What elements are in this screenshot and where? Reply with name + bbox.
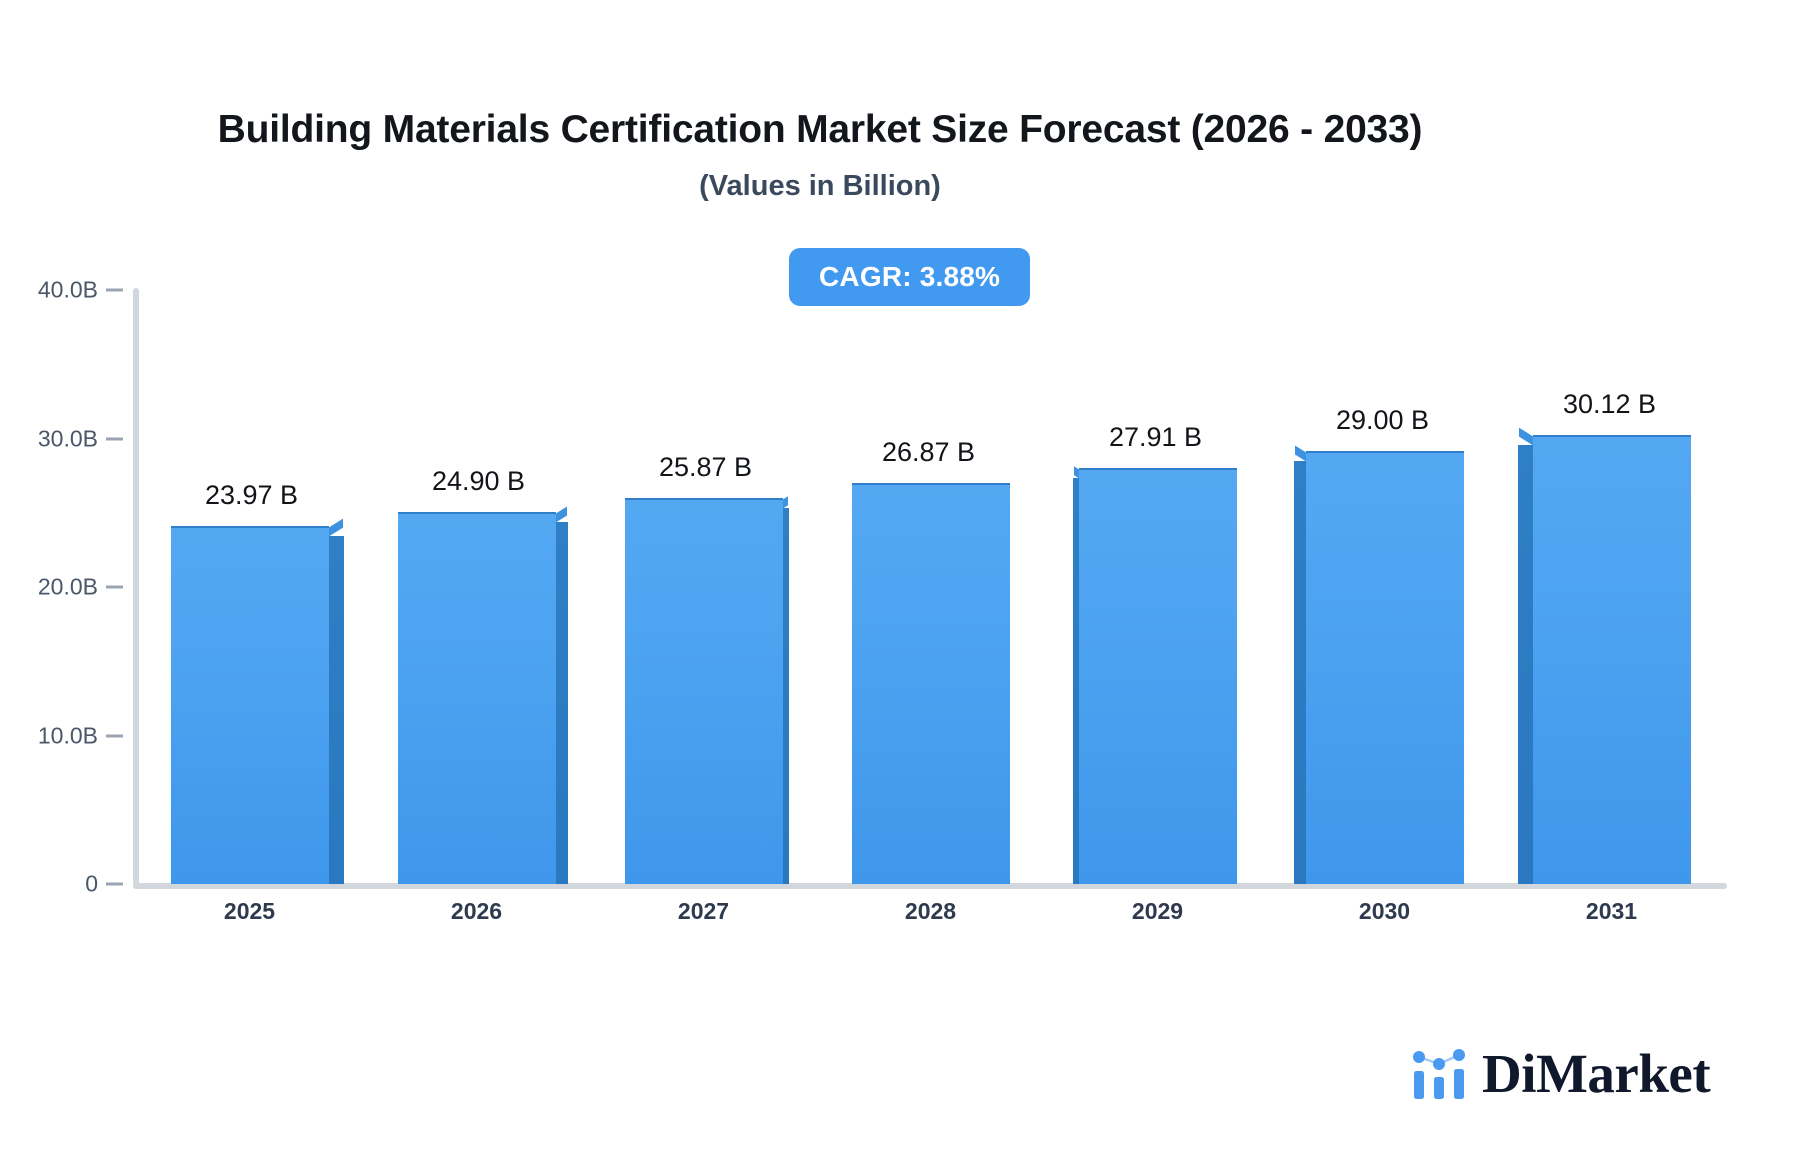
bar-value-label: 27.91 B xyxy=(1108,421,1203,452)
bar-value-label: 26.87 B xyxy=(881,436,976,467)
x-tick-label-2028: 2028 xyxy=(904,898,957,924)
bar-front-face xyxy=(1078,467,1237,884)
y-tick-mark xyxy=(106,585,123,589)
bar-side-face xyxy=(1293,461,1306,884)
bar-value-label: 25.87 B xyxy=(658,451,753,482)
bar-top-face xyxy=(1518,427,1534,446)
x-axis-line xyxy=(133,883,1727,889)
y-tick-label: 30.0B xyxy=(37,425,98,451)
chart-subtitle: (Values in Billion) xyxy=(699,170,941,202)
y-tick-label: 40.0B xyxy=(37,276,98,303)
bar-top-face xyxy=(327,518,343,538)
y-tick-mark xyxy=(106,288,123,292)
y-tick-mark xyxy=(106,734,123,737)
bar-2028[interactable] xyxy=(851,482,1010,884)
bar-2030[interactable] xyxy=(1293,445,1464,884)
bar-line-chart-icon xyxy=(1410,1047,1468,1101)
x-tick-label-2031: 2031 xyxy=(1585,898,1638,924)
bar-front-face xyxy=(170,526,329,884)
bar-value-label: 29.00 B xyxy=(1335,405,1430,436)
x-tick-label-2030: 2030 xyxy=(1358,898,1411,924)
bar-side-face xyxy=(1072,477,1079,884)
bar-side-face xyxy=(1517,444,1533,884)
brand-name: DiMarket xyxy=(1482,1043,1711,1104)
bar-value-label: 24.90 B xyxy=(431,466,526,497)
y-tick-mark xyxy=(106,437,123,440)
bar-top-face xyxy=(554,506,567,524)
bar-side-face xyxy=(782,507,789,884)
y-tick-label: 10.0B xyxy=(37,722,98,748)
bar-2026[interactable] xyxy=(397,506,568,884)
bar-2025[interactable] xyxy=(170,518,344,884)
bar-side-face xyxy=(328,536,344,884)
cagr-badge: CAGR: 3.88% xyxy=(789,248,1031,306)
chart-title: Building Materials Certification Market … xyxy=(217,108,1423,151)
bar-value-label: 30.12 B xyxy=(1562,388,1657,419)
bar-front-face xyxy=(624,497,783,884)
brand-logo: DiMarket xyxy=(1410,1043,1711,1104)
bar-side-face xyxy=(555,522,568,884)
bar-value-label: 23.97 B xyxy=(204,480,299,511)
bar-front-face xyxy=(1305,451,1464,884)
bar-2031[interactable] xyxy=(1517,427,1691,884)
y-axis-line xyxy=(133,288,139,885)
x-tick-label-2027: 2027 xyxy=(677,898,730,924)
bar-front-face xyxy=(851,482,1010,884)
x-tick-label-2026: 2026 xyxy=(450,898,503,924)
bar-front-face xyxy=(397,512,556,884)
y-tick-label: 20.0B xyxy=(37,573,98,600)
bar-front-face xyxy=(1532,434,1691,884)
bar-2029[interactable] xyxy=(1072,465,1237,884)
y-tick-mark xyxy=(106,882,123,886)
x-tick-label-2025: 2025 xyxy=(223,898,276,924)
x-tick-label-2029: 2029 xyxy=(1131,898,1184,924)
y-tick-label: 0 xyxy=(85,870,98,897)
bar-2027[interactable] xyxy=(624,496,789,884)
